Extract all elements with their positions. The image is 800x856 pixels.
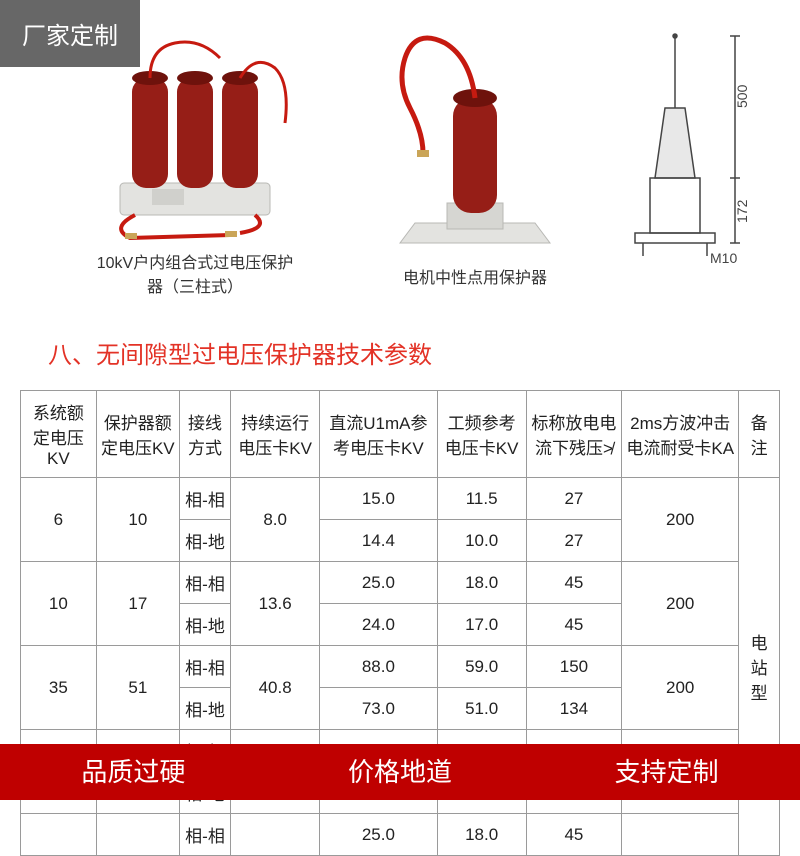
th-prot: 保护器额定电压KV — [96, 391, 179, 478]
cell-pf: 10.0 — [437, 520, 526, 562]
dim-172: 172 — [734, 199, 750, 223]
cell-res: 45 — [526, 814, 622, 856]
cell-cont — [231, 814, 320, 856]
dim-m10: M10 — [710, 250, 737, 266]
cell-res: 45 — [526, 604, 622, 646]
table-row: 相-相 25.0 18.0 45 — [21, 814, 780, 856]
cell-sys — [21, 814, 97, 856]
banner-item-price: 价格地道 — [267, 744, 534, 800]
cell-dc: 24.0 — [320, 604, 437, 646]
cell-dc: 14.4 — [320, 520, 437, 562]
banner-item-quality: 品质过硬 — [0, 744, 267, 800]
cell-wiring: 相-相 — [179, 646, 230, 688]
dim-500: 500 — [734, 84, 750, 108]
cell-cont: 8.0 — [231, 478, 320, 562]
cell-prot — [96, 814, 179, 856]
bottom-banner: 品质过硬 价格地道 支持定制 — [0, 744, 800, 800]
cell-wiring: 相-相 — [179, 814, 230, 856]
badge-factory-custom: 厂家定制 — [0, 0, 140, 67]
cell-res: 45 — [526, 562, 622, 604]
cell-dc: 25.0 — [320, 814, 437, 856]
th-wave: 2ms方波冲击电流耐受卡KA — [622, 391, 739, 478]
cell-wave — [622, 814, 739, 856]
cell-wiring: 相-相 — [179, 562, 230, 604]
product-three-column: 10kV户内组合式过电压保护器（三柱式） — [90, 33, 300, 297]
cell-wiring: 相-相 — [179, 478, 230, 520]
table-row: 3551相-相40.888.059.0150200 — [21, 646, 780, 688]
table-row: 1017相-相13.625.018.045200 — [21, 562, 780, 604]
cell-pf: 18.0 — [437, 814, 526, 856]
cell-cont: 13.6 — [231, 562, 320, 646]
th-dc: 直流U1mA参考电压卡KV — [320, 391, 437, 478]
cell-prot: 10 — [96, 478, 179, 562]
product-neutral: 电机中性点用保护器 — [375, 28, 575, 288]
cell-dc: 73.0 — [320, 688, 437, 730]
th-res: 标称放电电流下残压≯ — [526, 391, 622, 478]
cell-wave: 200 — [622, 478, 739, 562]
cell-dc: 15.0 — [320, 478, 437, 520]
cell-wiring: 相-地 — [179, 688, 230, 730]
section-title: 八、无间隙型过电压保护器技术参数 — [48, 335, 432, 370]
cell-cont: 40.8 — [231, 646, 320, 730]
th-pf: 工频参考电压卡KV — [437, 391, 526, 478]
cell-wave: 200 — [622, 646, 739, 730]
th-wiring: 接线方式 — [179, 391, 230, 478]
product-diagram: 500 172 M10 — [615, 28, 785, 293]
th-note: 备注 — [739, 391, 780, 478]
cell-res: 27 — [526, 520, 622, 562]
cell-pf: 51.0 — [437, 688, 526, 730]
cell-sys: 6 — [21, 478, 97, 562]
cell-pf: 59.0 — [437, 646, 526, 688]
cell-wiring: 相-地 — [179, 520, 230, 562]
cell-res: 150 — [526, 646, 622, 688]
neutral-svg — [375, 28, 575, 258]
product-three-column-caption: 10kV户内组合式过电压保护器（三柱式） — [90, 249, 300, 297]
cell-wave: 200 — [622, 562, 739, 646]
cell-pf: 18.0 — [437, 562, 526, 604]
cell-pf: 11.5 — [437, 478, 526, 520]
cell-sys: 10 — [21, 562, 97, 646]
cell-pf: 17.0 — [437, 604, 526, 646]
cell-wiring: 相-地 — [179, 604, 230, 646]
banner-item-custom: 支持定制 — [533, 744, 800, 800]
cell-dc: 25.0 — [320, 562, 437, 604]
cell-prot: 17 — [96, 562, 179, 646]
diagram-svg: 500 172 M10 — [615, 28, 785, 288]
product-neutral-caption: 电机中性点用保护器 — [375, 264, 575, 288]
cell-res: 134 — [526, 688, 622, 730]
th-cont: 持续运行电压卡KV — [231, 391, 320, 478]
cell-sys: 35 — [21, 646, 97, 730]
table-row: 610相-相8.015.011.527200电站型 — [21, 478, 780, 520]
th-sys: 系统额定电压KV — [21, 391, 97, 478]
table-header-row: 系统额定电压KV 保护器额定电压KV 接线方式 持续运行电压卡KV 直流U1mA… — [21, 391, 780, 478]
product-neutral-image — [375, 28, 575, 258]
cell-dc: 88.0 — [320, 646, 437, 688]
cell-res: 27 — [526, 478, 622, 520]
cell-prot: 51 — [96, 646, 179, 730]
